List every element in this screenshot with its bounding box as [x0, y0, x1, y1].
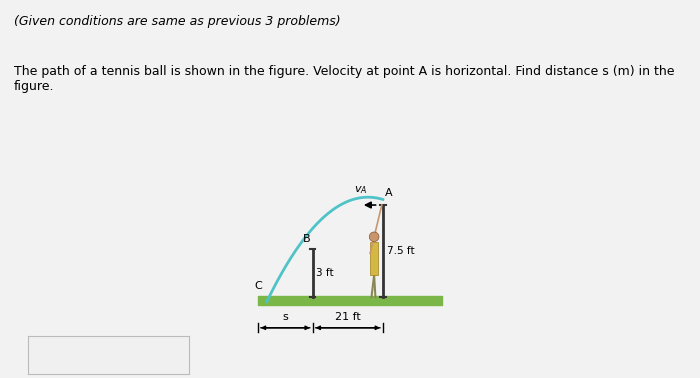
Text: s: s [282, 312, 288, 322]
Text: 21 ft: 21 ft [335, 312, 360, 322]
Circle shape [370, 232, 379, 242]
Text: 3 ft: 3 ft [316, 268, 334, 278]
Text: $v_A$: $v_A$ [354, 184, 368, 196]
Text: A: A [385, 189, 393, 198]
Text: C: C [255, 280, 262, 291]
Text: 7.5 ft: 7.5 ft [387, 246, 414, 256]
Text: (Given conditions are same as previous 3 problems): (Given conditions are same as previous 3… [14, 15, 341, 28]
Bar [370, 242, 378, 275]
Text: The path of a tennis ball is shown in the figure. Velocity at point A is horizon: The path of a tennis ball is shown in th… [14, 65, 675, 93]
Text: B: B [303, 234, 311, 245]
